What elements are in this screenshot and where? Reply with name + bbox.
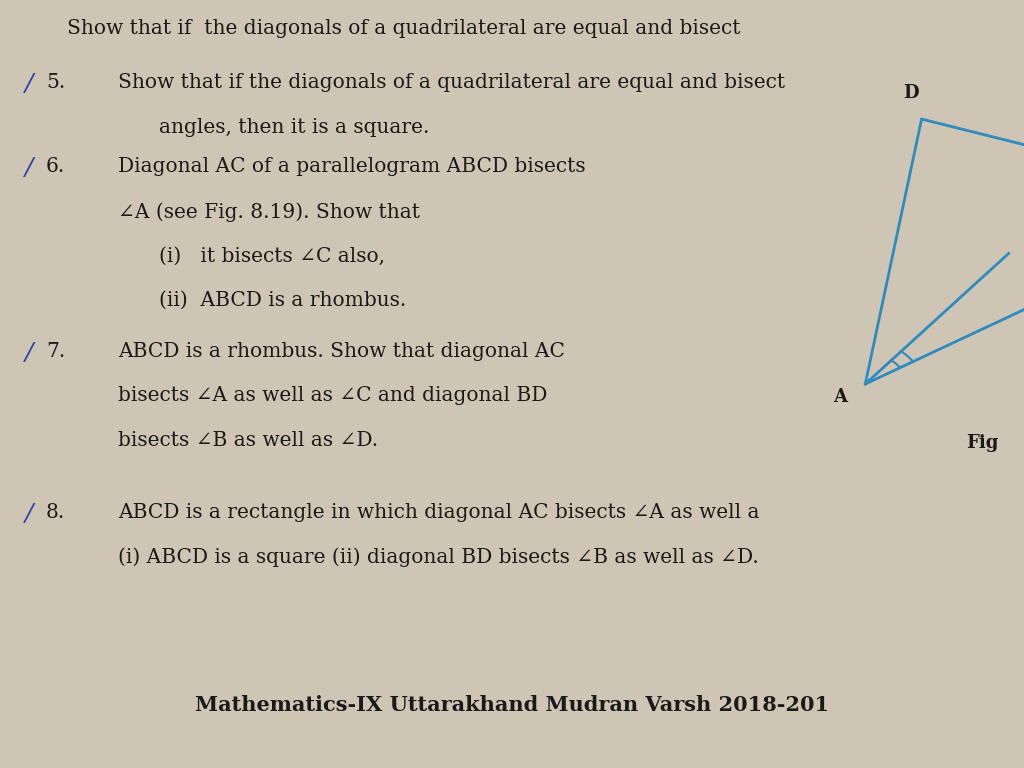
- Text: Mathematics-IX Uttarakhand Mudran Varsh 2018-201: Mathematics-IX Uttarakhand Mudran Varsh …: [195, 695, 829, 715]
- Text: (ii)  ABCD is a rhombus.: (ii) ABCD is a rhombus.: [159, 291, 406, 310]
- Text: Show that if the diagonals of a quadrilateral are equal and bisect: Show that if the diagonals of a quadrila…: [118, 73, 784, 92]
- Text: /: /: [25, 503, 33, 526]
- Text: angles, then it is a square.: angles, then it is a square.: [159, 118, 429, 137]
- Text: bisects ∠B as well as ∠D.: bisects ∠B as well as ∠D.: [118, 431, 378, 450]
- Text: Diagonal AC of a parallelogram ABCD bisects: Diagonal AC of a parallelogram ABCD bise…: [118, 157, 586, 177]
- Text: ABCD is a rhombus. Show that diagonal AC: ABCD is a rhombus. Show that diagonal AC: [118, 342, 564, 361]
- Text: ∠A (see Fig. 8.19). Show that: ∠A (see Fig. 8.19). Show that: [118, 202, 420, 222]
- Text: 6.: 6.: [46, 157, 66, 177]
- Text: D: D: [903, 84, 920, 102]
- Text: Show that if  the diagonals of a quadrilateral are equal and bisect: Show that if the diagonals of a quadrila…: [67, 19, 740, 38]
- Text: 8.: 8.: [46, 503, 66, 522]
- Text: 7.: 7.: [46, 342, 66, 361]
- Text: /: /: [25, 73, 33, 96]
- Text: 5.: 5.: [46, 73, 66, 92]
- Text: Fig: Fig: [966, 434, 998, 452]
- Text: /: /: [25, 157, 33, 180]
- Text: A: A: [833, 388, 847, 406]
- Text: (i) ABCD is a square (ii) diagonal BD bisects ∠B as well as ∠D.: (i) ABCD is a square (ii) diagonal BD bi…: [118, 548, 759, 568]
- Text: (i)   it bisects ∠C also,: (i) it bisects ∠C also,: [159, 247, 385, 266]
- Text: ABCD is a rectangle in which diagonal AC bisects ∠A as well a: ABCD is a rectangle in which diagonal AC…: [118, 503, 759, 522]
- Text: bisects ∠A as well as ∠C and diagonal BD: bisects ∠A as well as ∠C and diagonal BD: [118, 386, 547, 406]
- Text: /: /: [25, 342, 33, 365]
